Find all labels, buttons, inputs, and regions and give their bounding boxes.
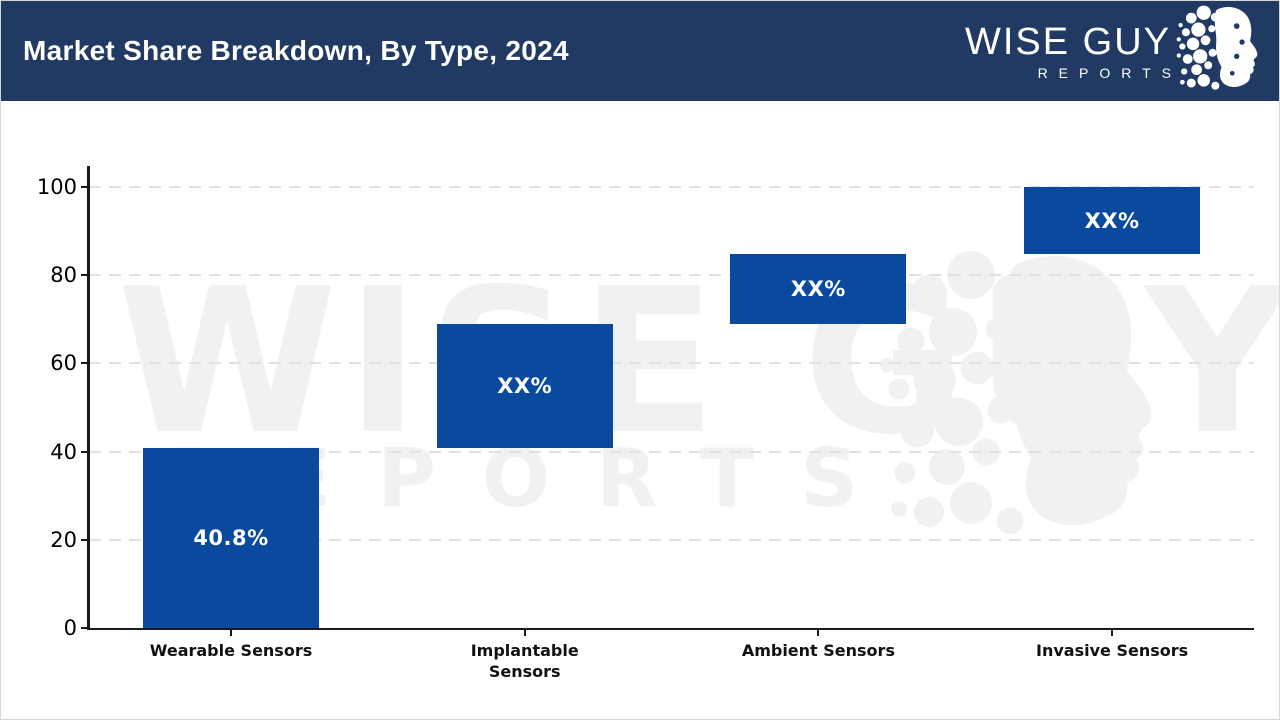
y-gridline	[89, 362, 1254, 365]
x-axis-label: Implantable Sensors	[470, 641, 579, 681]
bar-ambient-sensors: XX%	[730, 254, 907, 324]
wiseguy-logo: WISE GUY REPORTS	[965, 1, 1265, 101]
x-tick-mark	[230, 630, 232, 636]
y-tick-mark	[81, 627, 89, 629]
bar-invasive-sensors: XX%	[1024, 187, 1201, 255]
y-gridline	[89, 186, 1254, 188]
logo-subtitle: REPORTS	[1037, 64, 1182, 81]
x-tick-mark	[817, 630, 820, 636]
x-tick-mark	[523, 630, 526, 636]
bar-value-label: XX%	[497, 373, 553, 398]
y-tick-label: 100	[36, 175, 77, 199]
wiseguy-face-icon	[1176, 5, 1258, 90]
x-axis-label: Wearable Sensors	[149, 641, 313, 660]
y-tick-label: 20	[50, 527, 77, 552]
bar-value-label: XX%	[1084, 208, 1140, 233]
y-axis	[87, 166, 90, 630]
y-tick-label: 60	[50, 351, 77, 376]
y-gridline	[89, 274, 1254, 277]
x-axis	[87, 627, 1254, 630]
bar-wearable-sensors: 40.8%	[143, 448, 319, 628]
y-gridline	[89, 450, 1254, 453]
y-tick-label: 80	[50, 263, 77, 288]
x-axis-label: Ambient Sensors	[741, 641, 895, 660]
logo-text: WISE GUY REPORTS	[965, 23, 1171, 80]
y-tick-label: 0	[63, 616, 77, 640]
page-title: Market Share Breakdown, By Type, 2024	[23, 35, 569, 66]
y-tick-mark	[81, 450, 89, 453]
y-tick-mark	[81, 186, 89, 188]
bar-implantable-sensors: XX%	[436, 323, 613, 449]
bar-value-label: XX%	[790, 277, 846, 302]
bar-value-label: 40.8%	[193, 526, 269, 551]
y-gridline	[89, 538, 1254, 541]
x-axis-label: Invasive Sensors	[1036, 641, 1189, 660]
logo-wordmark: WISE GUY	[964, 20, 1171, 63]
y-tick-mark	[81, 362, 89, 365]
y-tick-mark	[81, 274, 89, 277]
header: Market Share Breakdown, By Type, 2024 WI…	[1, 1, 1279, 101]
x-tick-mark	[1111, 630, 1114, 636]
y-tick-mark	[81, 538, 89, 541]
y-tick-label: 40	[50, 439, 77, 464]
